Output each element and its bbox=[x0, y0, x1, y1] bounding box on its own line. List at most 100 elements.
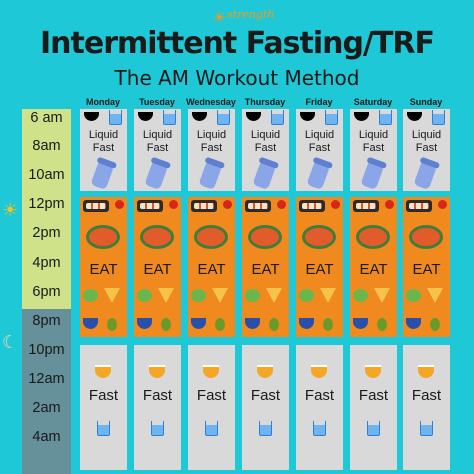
day-header: Friday bbox=[305, 97, 333, 107]
time-label: 6 am bbox=[30, 110, 63, 126]
fast-label: Fast bbox=[304, 387, 335, 404]
time-label: 12am bbox=[28, 371, 65, 387]
bowl-icon bbox=[83, 318, 98, 329]
shaker-bottle-icon bbox=[306, 161, 330, 191]
fasting-block: Fast bbox=[242, 345, 289, 470]
salad-icon bbox=[191, 289, 206, 302]
shaker-bottle-icon bbox=[144, 161, 168, 191]
shaker-bottle-icon bbox=[90, 161, 114, 191]
avocado-icon bbox=[107, 318, 117, 331]
shaker-bottle-icon bbox=[413, 161, 437, 191]
water-glass-icon bbox=[97, 421, 110, 436]
coffee-cup-icon bbox=[407, 112, 422, 121]
fasting-block: Fast bbox=[403, 345, 450, 470]
day-header: Thursday bbox=[244, 97, 286, 107]
fasting-block: Fast bbox=[350, 345, 397, 470]
coffee-cup-icon bbox=[354, 112, 369, 121]
salad-icon bbox=[245, 289, 260, 302]
fast-label: Fast bbox=[196, 387, 227, 404]
water-glass-icon bbox=[205, 421, 218, 436]
apple-icon bbox=[115, 200, 124, 209]
eating-window-block: EAT bbox=[296, 197, 343, 337]
liquid-fast-label: Liquid bbox=[196, 129, 227, 141]
tea-cup-icon bbox=[95, 365, 111, 378]
brand-logo-text: strength bbox=[227, 8, 275, 21]
apple-icon bbox=[438, 200, 447, 209]
nighttime-hours-bar bbox=[22, 309, 71, 474]
bowl-icon bbox=[409, 225, 443, 249]
avocado-icon bbox=[215, 318, 225, 331]
eat-label: EAT bbox=[251, 261, 280, 278]
pizza-icon bbox=[320, 288, 336, 303]
time-label: 10am bbox=[28, 167, 65, 183]
time-label: 4pm bbox=[32, 255, 61, 271]
liquid-fast-block: Liquid Fast bbox=[296, 109, 343, 191]
avocado-icon bbox=[269, 318, 279, 331]
apple-icon bbox=[385, 200, 394, 209]
fast-label: Fast bbox=[411, 387, 442, 404]
sushi-icon bbox=[191, 200, 217, 212]
time-label: 4am bbox=[32, 429, 61, 445]
day-header: Sunday bbox=[409, 97, 443, 107]
time-label: 6pm bbox=[32, 284, 61, 300]
sushi-icon bbox=[137, 200, 163, 212]
fasting-block: Fast bbox=[188, 345, 235, 470]
night-moon-icon: ☾ bbox=[2, 332, 19, 352]
liquid-fast-label: Liquid bbox=[411, 129, 442, 141]
apple-icon bbox=[331, 200, 340, 209]
fasting-block: Fast bbox=[296, 345, 343, 470]
bowl-icon bbox=[248, 225, 282, 249]
time-label: 8am bbox=[32, 138, 61, 154]
sun-logo-icon: ☀ bbox=[212, 10, 227, 27]
tea-cup-icon bbox=[149, 365, 165, 378]
time-label: 2am bbox=[32, 400, 61, 416]
bowl-icon bbox=[245, 318, 260, 329]
water-glass-icon bbox=[271, 110, 284, 125]
water-glass-icon bbox=[367, 421, 380, 436]
salad-icon bbox=[406, 289, 421, 302]
fast-label: Fast bbox=[250, 387, 281, 404]
coffee-cup-icon bbox=[192, 112, 207, 121]
water-glass-icon bbox=[259, 421, 272, 436]
liquid-fast-label: Liquid bbox=[358, 129, 389, 141]
pizza-icon bbox=[212, 288, 228, 303]
liquid-fast-label: Fast bbox=[146, 142, 169, 154]
eat-label: EAT bbox=[412, 261, 441, 278]
pizza-icon bbox=[104, 288, 120, 303]
apple-icon bbox=[223, 200, 232, 209]
day-header: Saturday bbox=[353, 97, 393, 107]
liquid-fast-label: Liquid bbox=[142, 129, 173, 141]
fasting-block: Fast bbox=[134, 345, 181, 470]
water-glass-icon bbox=[313, 421, 326, 436]
apple-icon bbox=[277, 200, 286, 209]
eating-window-block: EAT bbox=[350, 197, 397, 337]
liquid-fast-label: Fast bbox=[254, 142, 277, 154]
water-glass-icon bbox=[325, 110, 338, 125]
liquid-fast-label: Fast bbox=[308, 142, 331, 154]
avocado-icon bbox=[377, 318, 387, 331]
sushi-icon bbox=[406, 200, 432, 212]
bowl-icon bbox=[194, 225, 228, 249]
liquid-fast-block: Liquid Fast bbox=[80, 109, 127, 191]
pizza-icon bbox=[158, 288, 174, 303]
avocado-icon bbox=[430, 318, 440, 331]
salad-icon bbox=[83, 289, 98, 302]
fast-label: Fast bbox=[358, 387, 389, 404]
page-subtitle: The AM Workout Method bbox=[114, 66, 360, 90]
time-label: 10pm bbox=[28, 342, 65, 358]
fasting-block: Fast bbox=[80, 345, 127, 470]
bowl-icon bbox=[191, 318, 206, 329]
liquid-fast-label: Liquid bbox=[250, 129, 281, 141]
liquid-fast-block: Liquid Fast bbox=[403, 109, 450, 191]
noon-sun-icon: ☀ bbox=[2, 200, 19, 220]
sushi-icon bbox=[245, 200, 271, 212]
coffee-cup-icon bbox=[300, 112, 315, 121]
page-title: Intermittent Fasting/TRF bbox=[39, 26, 435, 61]
eating-window-block: EAT bbox=[188, 197, 235, 337]
avocado-icon bbox=[161, 318, 171, 331]
liquid-fast-label: Fast bbox=[200, 142, 223, 154]
shaker-bottle-icon bbox=[198, 161, 222, 191]
day-header: Monday bbox=[85, 97, 120, 107]
tea-cup-icon bbox=[257, 365, 273, 378]
